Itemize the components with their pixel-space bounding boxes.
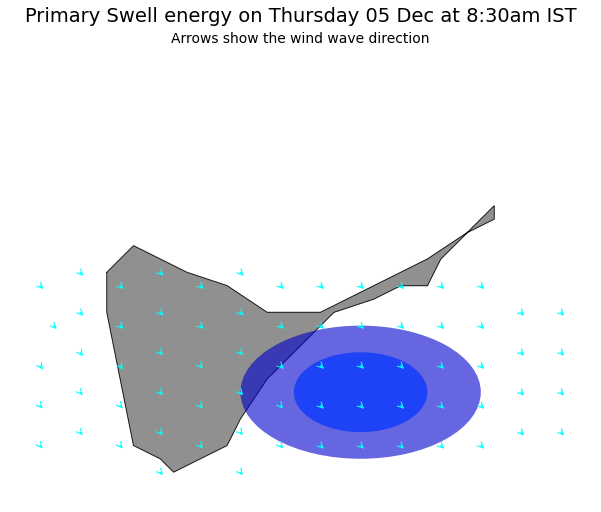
Text: Arrows show the wind wave direction: Arrows show the wind wave direction [171,32,430,46]
Text: Primary Swell energy on Thursday 05 Dec at 8:30am IST: Primary Swell energy on Thursday 05 Dec … [25,7,576,26]
Ellipse shape [240,326,481,459]
Polygon shape [107,206,494,472]
Ellipse shape [294,352,427,432]
